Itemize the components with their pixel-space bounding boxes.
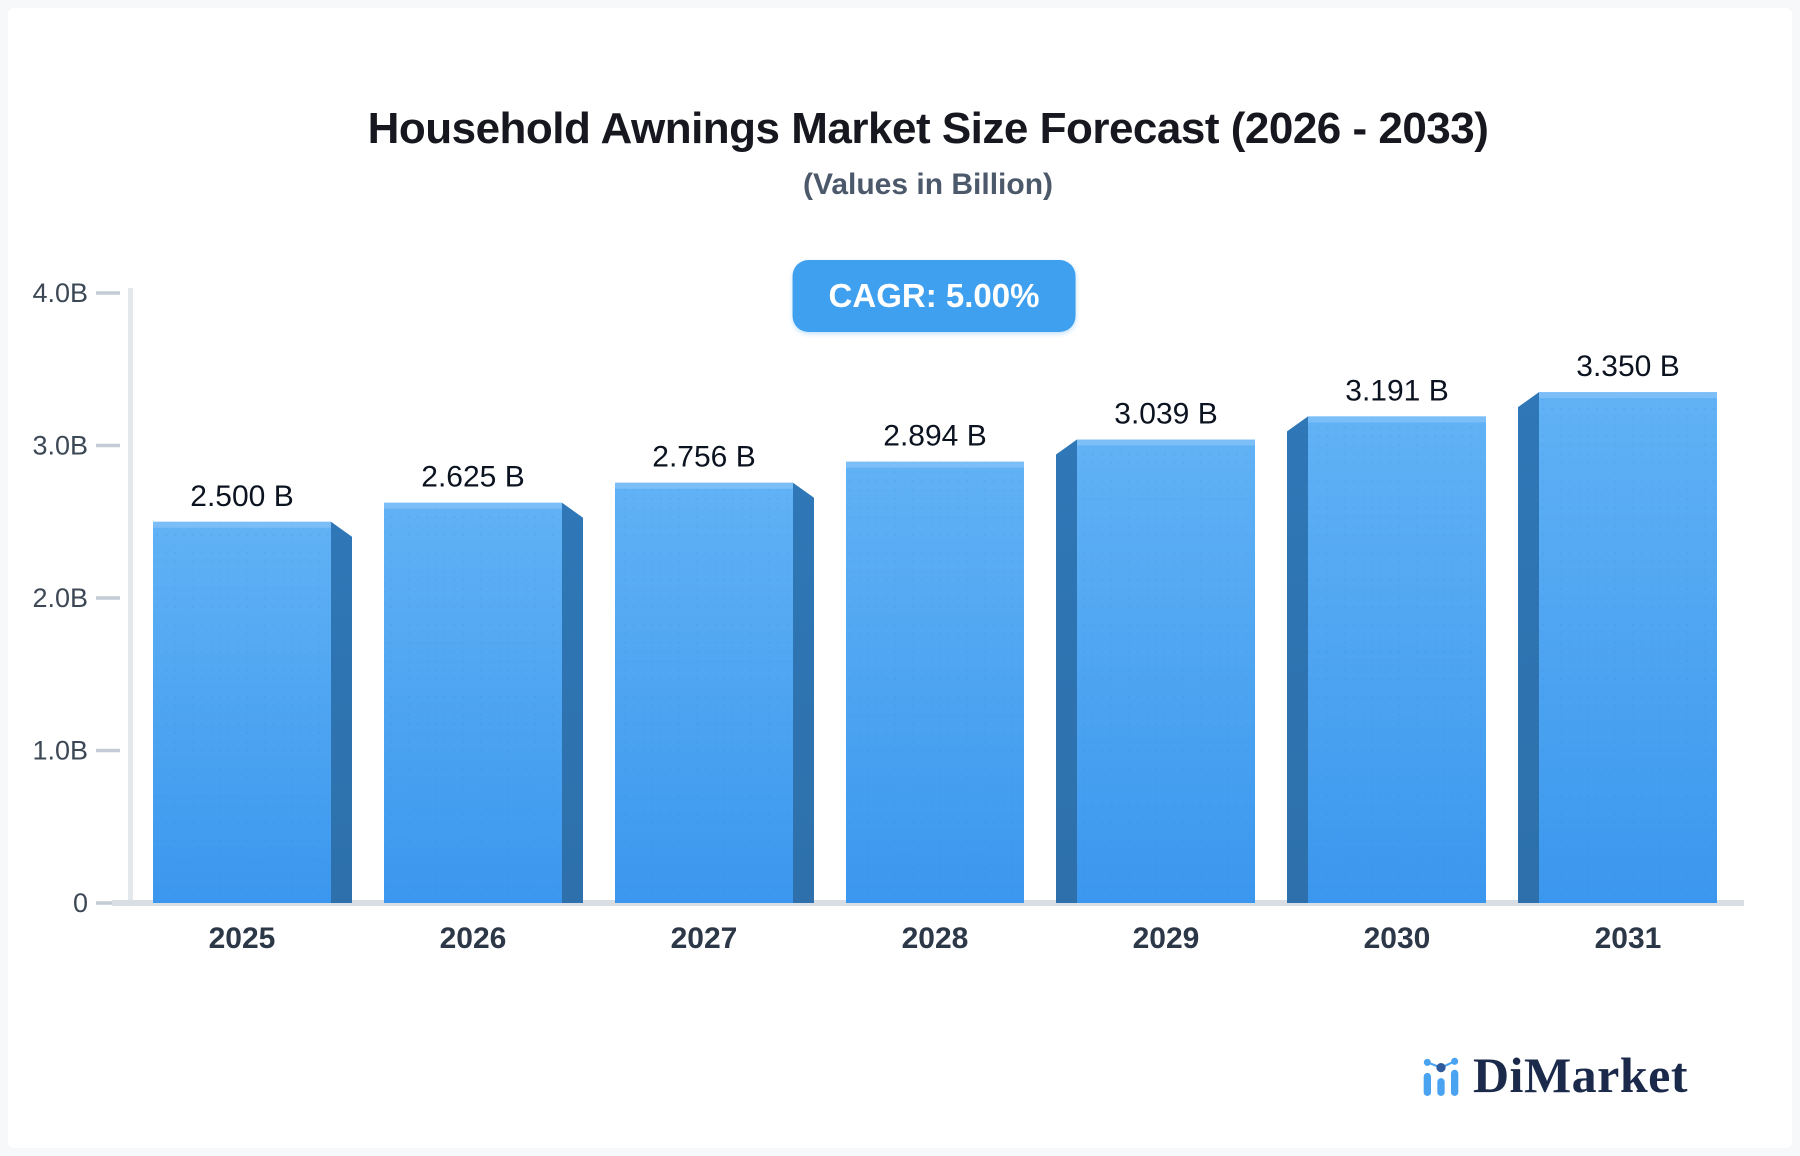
dimarket-logo-text: DiMarket <box>1472 1047 1688 1103</box>
bar-texture <box>384 502 562 903</box>
x-axis-label: 2031 <box>1595 922 1662 955</box>
bar-texture <box>1308 416 1486 903</box>
bar-value-label: 3.191 B <box>1345 374 1448 407</box>
chart-subtitle: (Values in Billion) <box>802 168 1054 201</box>
x-axis-label: 2025 <box>209 922 276 955</box>
chart-card: Household Awnings Market Size Forecast (… <box>8 8 1792 1148</box>
x-axis-label: 2029 <box>1133 922 1200 955</box>
x-axis-label: 2026 <box>440 922 507 955</box>
bar-value-label: 3.350 B <box>1576 350 1679 383</box>
bar-side-face <box>1518 392 1539 903</box>
bar-side-face <box>1056 439 1077 903</box>
bar-side-face <box>562 502 583 903</box>
bar-value-label: 2.625 B <box>421 461 524 494</box>
bar-top-highlight <box>1539 392 1717 399</box>
dimarket-logo: DiMarket <box>1423 1046 1688 1104</box>
bar-texture <box>153 521 331 903</box>
bar-top-highlight <box>1077 439 1255 446</box>
bar-top-highlight <box>846 461 1024 468</box>
bar-value-label: 3.039 B <box>1114 398 1217 431</box>
x-axis-label: 2028 <box>902 922 969 955</box>
x-axis-label: 2030 <box>1364 922 1431 955</box>
y-axis-label: 1.0B <box>32 736 88 766</box>
bar-side-face <box>331 521 352 903</box>
dimarket-logo-icon <box>1423 1057 1459 1096</box>
bar-texture <box>1077 439 1255 903</box>
bar-value-label: 2.756 B <box>652 441 755 474</box>
bar-top-highlight <box>153 521 331 528</box>
bar-value-label: 2.500 B <box>190 480 293 513</box>
bar-texture <box>615 482 793 903</box>
bar-side-face <box>793 482 814 903</box>
y-axis-label: 4.0B <box>32 278 88 308</box>
bar-top-highlight <box>1308 416 1486 423</box>
cagr-badge: CAGR: 5.00% <box>792 260 1076 332</box>
bar-value-label: 2.894 B <box>883 420 986 453</box>
y-axis-label: 3.0B <box>32 431 88 461</box>
y-axis-label: 0 <box>73 888 88 918</box>
bar-texture <box>846 461 1024 903</box>
cagr-badge-label: CAGR: 5.00% <box>828 277 1040 314</box>
bar-side-face <box>1287 416 1308 903</box>
y-axis-label: 2.0B <box>32 583 88 613</box>
chart-header: Household Awnings Market Size Forecast (… <box>64 8 1792 202</box>
chart-title: Household Awnings Market Size Forecast (… <box>367 104 1489 153</box>
bar-chart: 4.0B 3.0B 2.0B 1.0B 0 2.500 B 2025 2.625 B 2026 2… <box>32 278 1744 955</box>
x-axis-label: 2027 <box>671 922 738 955</box>
bar-top-highlight <box>615 482 793 489</box>
bar-texture <box>1539 392 1717 903</box>
bar-top-highlight <box>384 502 562 509</box>
